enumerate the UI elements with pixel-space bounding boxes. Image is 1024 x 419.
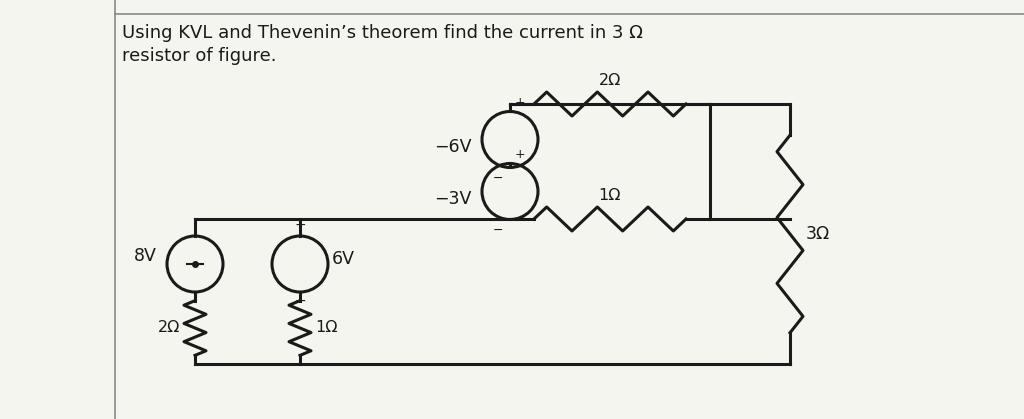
Text: Using KVL and Thevenin’s theorem find the current in 3 Ω: Using KVL and Thevenin’s theorem find th… bbox=[122, 24, 643, 42]
Text: 1Ω: 1Ω bbox=[599, 188, 622, 203]
Text: +: + bbox=[515, 148, 525, 161]
Text: −: − bbox=[493, 171, 503, 184]
Text: 6V: 6V bbox=[332, 250, 355, 268]
Text: 3Ω: 3Ω bbox=[806, 225, 830, 243]
Text: 1Ω: 1Ω bbox=[315, 321, 338, 336]
Text: 2Ω: 2Ω bbox=[599, 73, 622, 88]
Text: −3V: −3V bbox=[434, 191, 472, 209]
Text: 2Ω: 2Ω bbox=[158, 321, 180, 336]
Text: −6V: −6V bbox=[434, 139, 472, 157]
Text: −: − bbox=[294, 294, 306, 308]
Text: resistor of figure.: resistor of figure. bbox=[122, 47, 276, 65]
Text: +: + bbox=[294, 218, 306, 232]
Text: −: − bbox=[493, 223, 503, 236]
Text: 8V: 8V bbox=[134, 247, 157, 265]
Text: +: + bbox=[515, 96, 525, 109]
